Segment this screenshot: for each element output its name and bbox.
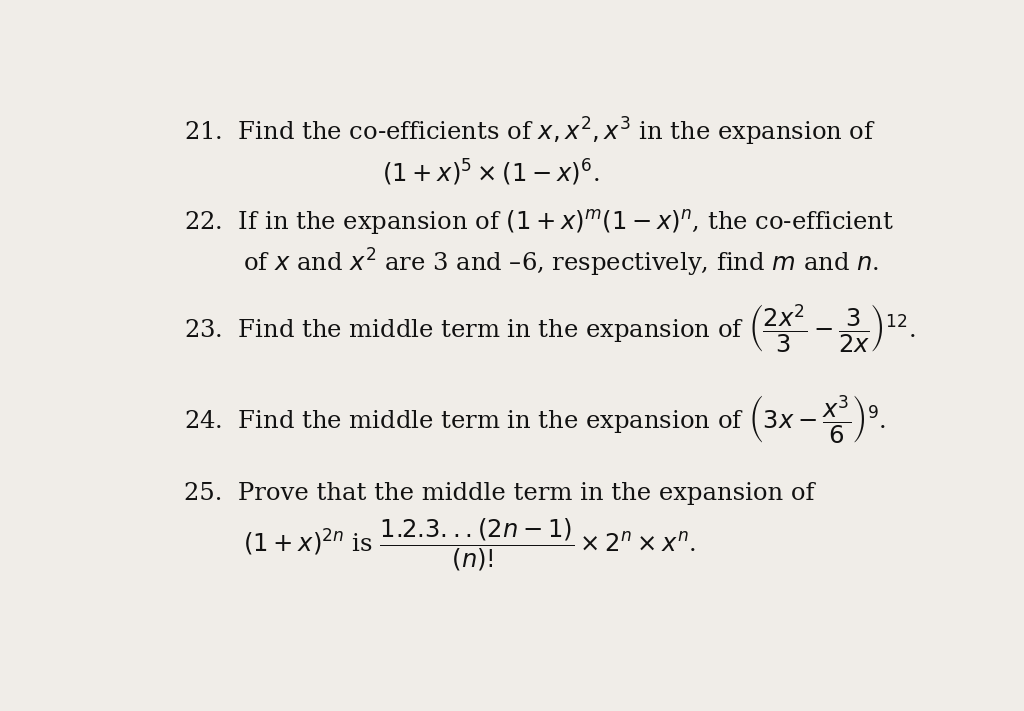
Text: 23.  Find the middle term in the expansion of $\left(\dfrac{2x^2}{3} - \dfrac{3}: 23. Find the middle term in the expansio…	[183, 303, 915, 356]
Text: 25.  Prove that the middle term in the expansion of: 25. Prove that the middle term in the ex…	[183, 481, 814, 505]
Text: $(1+x)^{2n}$ is $\dfrac{1.2.3...(2n-1)}{(n)!} \times 2^n \times x^n$.: $(1+x)^{2n}$ is $\dfrac{1.2.3...(2n-1)}{…	[243, 517, 696, 574]
Text: 21.  Find the co-efficients of $x, x^2, x^3$ in the expansion of: 21. Find the co-efficients of $x, x^2, x…	[183, 116, 876, 148]
Text: $(1+x)^5 \times (1-x)^6$.: $(1+x)^5 \times (1-x)^6$.	[382, 158, 599, 188]
Text: 22.  If in the expansion of $(1+x)^m(1-x)^n$, the co-efficient: 22. If in the expansion of $(1+x)^m(1-x)…	[183, 208, 894, 237]
Text: of $x$ and $x^2$ are 3 and –6, respectively, find $m$ and $n$.: of $x$ and $x^2$ are 3 and –6, respectiv…	[243, 247, 880, 279]
Text: 24.  Find the middle term in the expansion of $\left(3x - \dfrac{x^3}{6}\right)^: 24. Find the middle term in the expansio…	[183, 393, 886, 446]
